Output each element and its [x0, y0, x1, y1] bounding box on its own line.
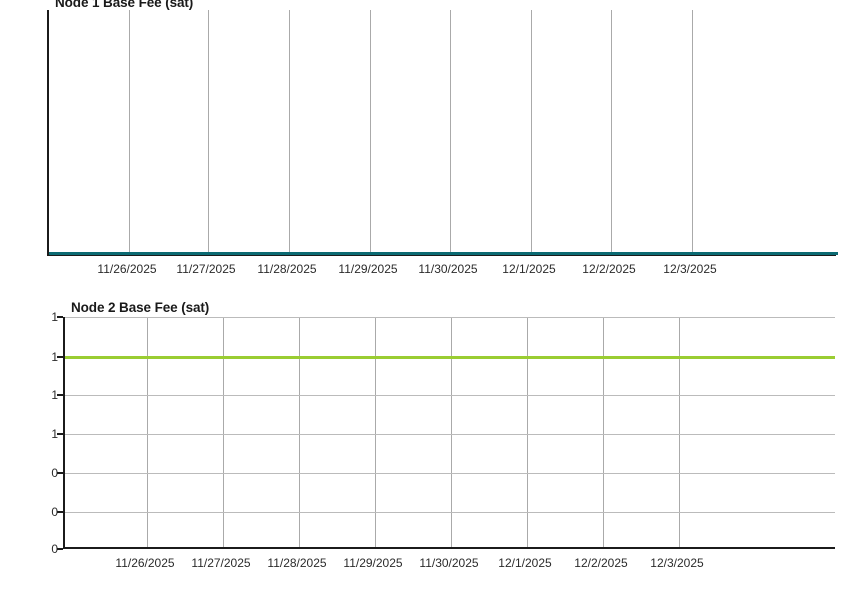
gridline-vertical: [679, 317, 680, 547]
x-axis-tick-label: 11/28/2025: [267, 556, 327, 570]
plot-area-node-2: [63, 317, 835, 549]
x-axis-tick-label: 12/3/2025: [650, 556, 704, 570]
gridline-horizontal: [65, 317, 835, 318]
y-axis-tick-label: 0: [51, 542, 58, 556]
series-line-node-1: [49, 252, 838, 255]
x-axis-tick-label: 11/28/2025: [257, 262, 317, 276]
y-axis-tick-label: 0: [51, 466, 58, 480]
y-axis-tick-label: 1: [51, 310, 58, 324]
x-axis-tick-label: 11/27/2025: [191, 556, 251, 570]
x-axis-tick-label: 11/29/2025: [343, 556, 403, 570]
x-axis-tick-label: 12/1/2025: [502, 262, 556, 276]
chart-node-2-base-fee: Node 2 Base Fee (sat) 1 1 1 1 0 0 0 11/26/2025…: [0, 290, 860, 590]
y-axis-tick-mark: [57, 548, 63, 550]
gridline-vertical: [603, 317, 604, 547]
y-axis-tick-mark: [57, 394, 63, 396]
gridline-vertical: [223, 317, 224, 547]
gridline-horizontal: [65, 434, 835, 435]
series-line-node-2: [65, 356, 835, 359]
x-axis-tick-label: 11/30/2025: [418, 262, 478, 276]
y-axis-tick-mark: [57, 433, 63, 435]
gridline-vertical: [208, 10, 209, 254]
gridline-vertical: [531, 10, 532, 254]
chart-title-node-2: Node 2 Base Fee (sat): [71, 300, 210, 315]
x-axis-tick-label: 12/1/2025: [498, 556, 552, 570]
gridline-vertical: [611, 10, 612, 254]
gridline-vertical: [299, 317, 300, 547]
gridline-vertical: [450, 10, 451, 254]
chart-title-node-1: Node 1 Base Fee (sat): [55, 0, 194, 10]
gridline-vertical: [375, 317, 376, 547]
chart-node-1-base-fee: Node 1 Base Fee (sat) 11/26/2025 11/27/20…: [0, 0, 860, 290]
y-axis-tick-label: 1: [51, 388, 58, 402]
x-axis-tick-label: 11/26/2025: [115, 556, 175, 570]
gridline-vertical: [692, 10, 693, 254]
gridline-vertical: [129, 10, 130, 254]
gridline-vertical: [370, 10, 371, 254]
x-axis-tick-label: 11/29/2025: [338, 262, 398, 276]
y-axis-tick-mark: [57, 356, 63, 358]
x-axis-tick-label: 11/26/2025: [97, 262, 157, 276]
y-axis-tick-mark: [57, 316, 63, 318]
y-axis-tick-label: 1: [51, 350, 58, 364]
x-axis-tick-label: 12/3/2025: [663, 262, 717, 276]
gridline-vertical: [147, 317, 148, 547]
gridline-horizontal: [65, 512, 835, 513]
gridline-vertical: [289, 10, 290, 254]
y-axis-tick-mark: [57, 511, 63, 513]
x-axis-tick-label: 11/30/2025: [419, 556, 479, 570]
x-axis-tick-label: 12/2/2025: [574, 556, 628, 570]
gridline-vertical: [527, 317, 528, 547]
gridline-horizontal: [65, 473, 835, 474]
gridline-horizontal: [65, 395, 835, 396]
y-axis-tick-label: 0: [51, 505, 58, 519]
x-axis-tick-label: 11/27/2025: [176, 262, 236, 276]
gridline-vertical: [451, 317, 452, 547]
y-axis-tick-label: 1: [51, 427, 58, 441]
y-axis-tick-mark: [57, 472, 63, 474]
x-axis-tick-label: 12/2/2025: [582, 262, 636, 276]
plot-area-node-1: [47, 10, 838, 256]
